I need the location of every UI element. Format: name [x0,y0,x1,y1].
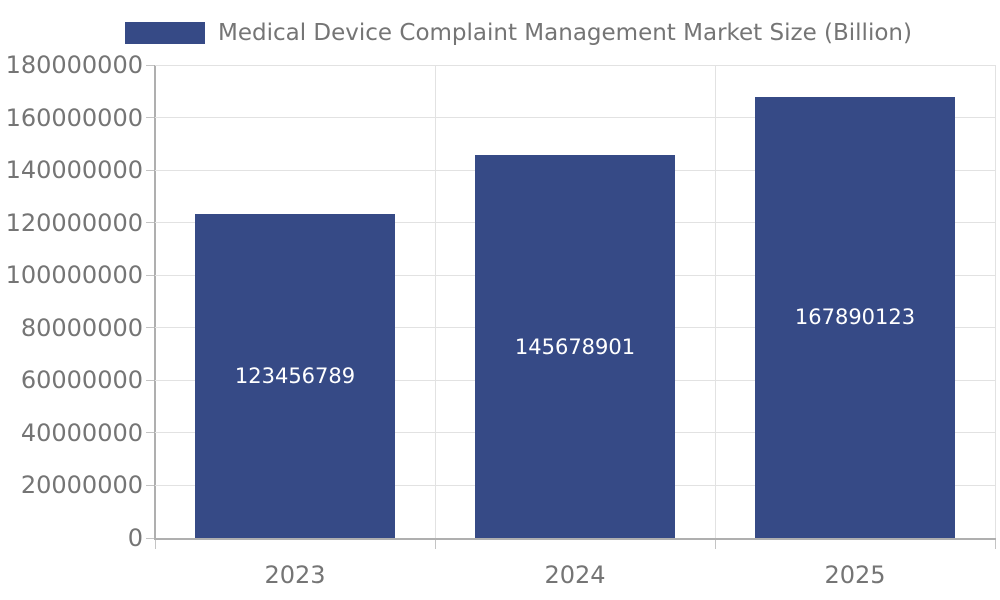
y-axis-tick [146,274,154,276]
x-axis-line [154,538,996,540]
y-axis-tick [146,537,154,539]
y-axis-tick [146,117,154,119]
y-axis-tick [146,484,154,486]
y-axis-label: 80000000 [20,313,143,342]
gridline-v [434,65,436,538]
y-axis-tick [146,64,154,66]
gridline-v [994,65,996,538]
y-axis-label: 140000000 [5,156,143,185]
x-axis-tick [434,540,436,549]
x-axis-tick [154,540,156,549]
y-axis-tick [146,432,154,434]
y-axis-tick [146,222,154,224]
gridline-h [155,64,995,66]
x-axis-tick [714,540,716,549]
y-axis-label: 60000000 [20,366,143,395]
y-axis-tick [146,327,154,329]
chart-title: Medical Device Complaint Management Mark… [218,20,912,46]
bar-value-label: 167890123 [794,305,916,330]
bar [755,96,955,538]
y-axis-label: 120000000 [5,208,143,237]
y-axis-label: 40000000 [20,418,143,447]
bar-value-label: 123456789 [234,363,356,388]
gridline-v [714,65,716,538]
y-axis-label: 100000000 [5,261,143,290]
gridline-h [155,117,995,119]
x-axis-label: 2023 [264,561,326,589]
y-axis-label: 20000000 [20,471,143,500]
bar-value-label: 145678901 [514,334,636,359]
x-axis-label: 2025 [824,561,886,589]
y-axis-tick [146,379,154,381]
bar [475,155,675,538]
y-axis-label: 0 [127,524,143,552]
y-axis-label: 160000000 [5,103,143,132]
x-axis-label: 2024 [544,561,606,589]
bar [195,213,395,538]
legend-swatch[interactable] [125,22,205,44]
x-axis-tick [994,540,996,549]
y-axis-line [154,65,156,539]
y-axis-label: 180000000 [5,51,143,79]
plot-area: 123456789 145678901 167890123 [155,64,996,538]
y-axis-tick [146,169,154,171]
legend[interactable]: Medical Device Complaint Management Mark… [125,21,912,45]
